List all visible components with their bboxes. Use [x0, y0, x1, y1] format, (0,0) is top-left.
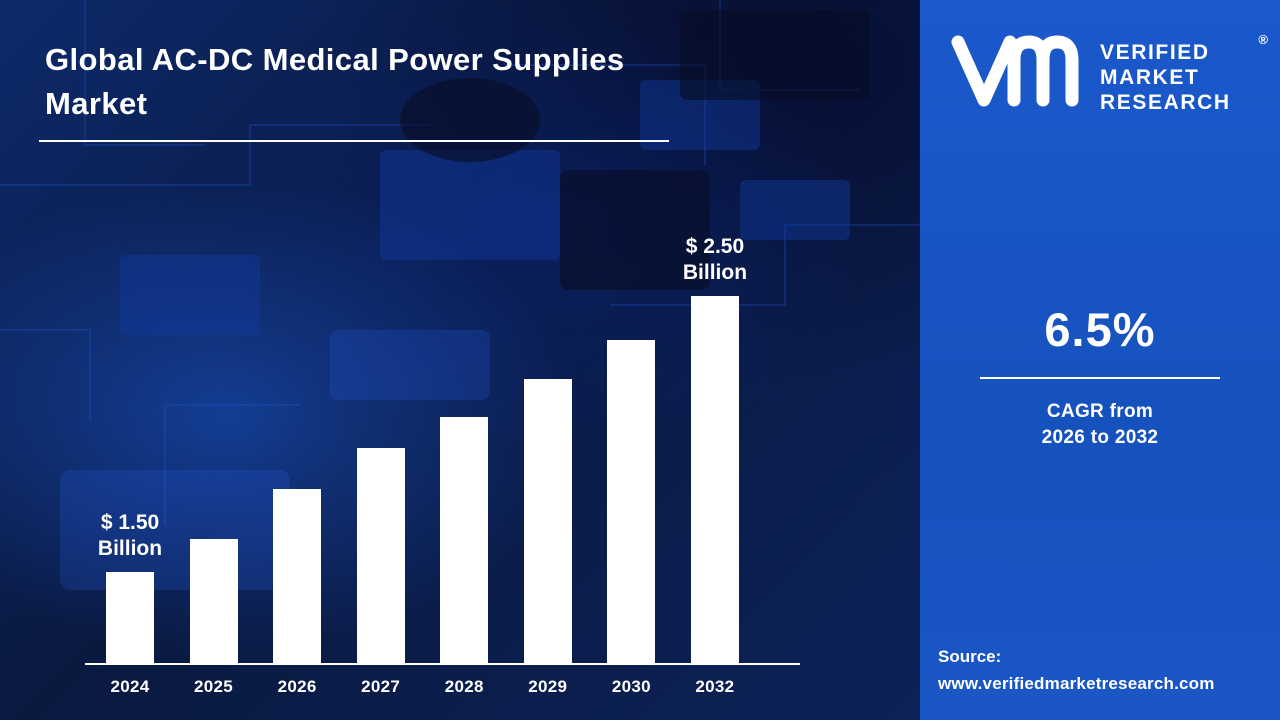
bar-value-label: $ 1.50 Billion: [97, 511, 163, 560]
vmr-logo: VERIFIED MARKET RESEARCH ®: [920, 0, 1280, 115]
cagr-label-line: CAGR from: [1046, 401, 1154, 422]
cagr-label: CAGR from 2026 to 2032: [920, 399, 1280, 451]
x-tick-label: 2025: [194, 677, 234, 696]
bar-cell: 2029: [523, 379, 572, 696]
bar-2030: [607, 340, 656, 663]
chart-section: Global AC-DC Medical Power Supplies Mark…: [0, 0, 920, 720]
title-block: Global AC-DC Medical Power Supplies Mark…: [39, 38, 685, 142]
source-block: Source: www.verifiedmarketresearch.com: [938, 647, 1215, 694]
brand-line: VERIFIED: [1100, 41, 1210, 64]
x-tick-label: 2027: [361, 677, 401, 696]
cagr-block: 6.5% CAGR from 2026 to 2032: [920, 302, 1280, 451]
cagr-value: 6.5%: [1044, 303, 1156, 356]
bar-cell: $ 2.50 Billion 2032: [683, 234, 747, 696]
stats-panel: VERIFIED MARKET RESEARCH ® 6.5% CAGR fro…: [920, 0, 1280, 720]
x-tick-label: 2030: [611, 677, 651, 696]
x-tick-label: 2032: [695, 677, 735, 696]
brand-line: MARKET: [1100, 66, 1200, 89]
x-tick-label: 2026: [277, 677, 317, 696]
bar-value-label: $ 2.50 Billion: [682, 235, 748, 284]
title-underline: [39, 140, 669, 142]
bar-2029: [523, 379, 572, 663]
brand-name: VERIFIED MARKET RESEARCH: [1100, 30, 1231, 115]
vmr-monogram-icon: [951, 35, 1079, 107]
chart-baseline: [85, 663, 800, 665]
bar-2028: [440, 417, 489, 663]
x-tick-label: 2024: [110, 677, 150, 696]
bar-cell: 2027: [356, 448, 405, 696]
cagr-label-line: 2026 to 2032: [1041, 427, 1159, 448]
bar-cell: 2028: [440, 417, 489, 696]
x-tick-label: 2029: [528, 677, 568, 696]
brand-line: RESEARCH: [1100, 91, 1231, 114]
source-label: Source:: [938, 647, 1002, 666]
bar-group: $ 1.50 Billion 2024 2025 2026 2027 2028 2029 203…: [98, 234, 747, 696]
bar-2025: [189, 539, 238, 663]
bar-cell: 2030: [607, 340, 656, 696]
source-url: www.verifiedmarketresearch.com: [938, 674, 1215, 693]
x-tick-label: 2028: [444, 677, 484, 696]
bar-2032: [690, 296, 739, 663]
cagr-divider: [980, 377, 1220, 379]
bar-cell: 2026: [273, 489, 322, 696]
bar-cell: 2025: [189, 539, 238, 696]
bar-chart: $ 1.50 Billion 2024 2025 2026 2027 2028 2029 203…: [85, 234, 800, 696]
page-title: Global AC-DC Medical Power Supplies Mark…: [45, 42, 625, 121]
bar-2026: [273, 489, 322, 663]
registered-trademark-icon: ®: [1258, 32, 1268, 47]
bar-cell: $ 1.50 Billion 2024: [98, 510, 162, 696]
bar-2024: [106, 572, 154, 663]
bar-2027: [356, 448, 405, 663]
